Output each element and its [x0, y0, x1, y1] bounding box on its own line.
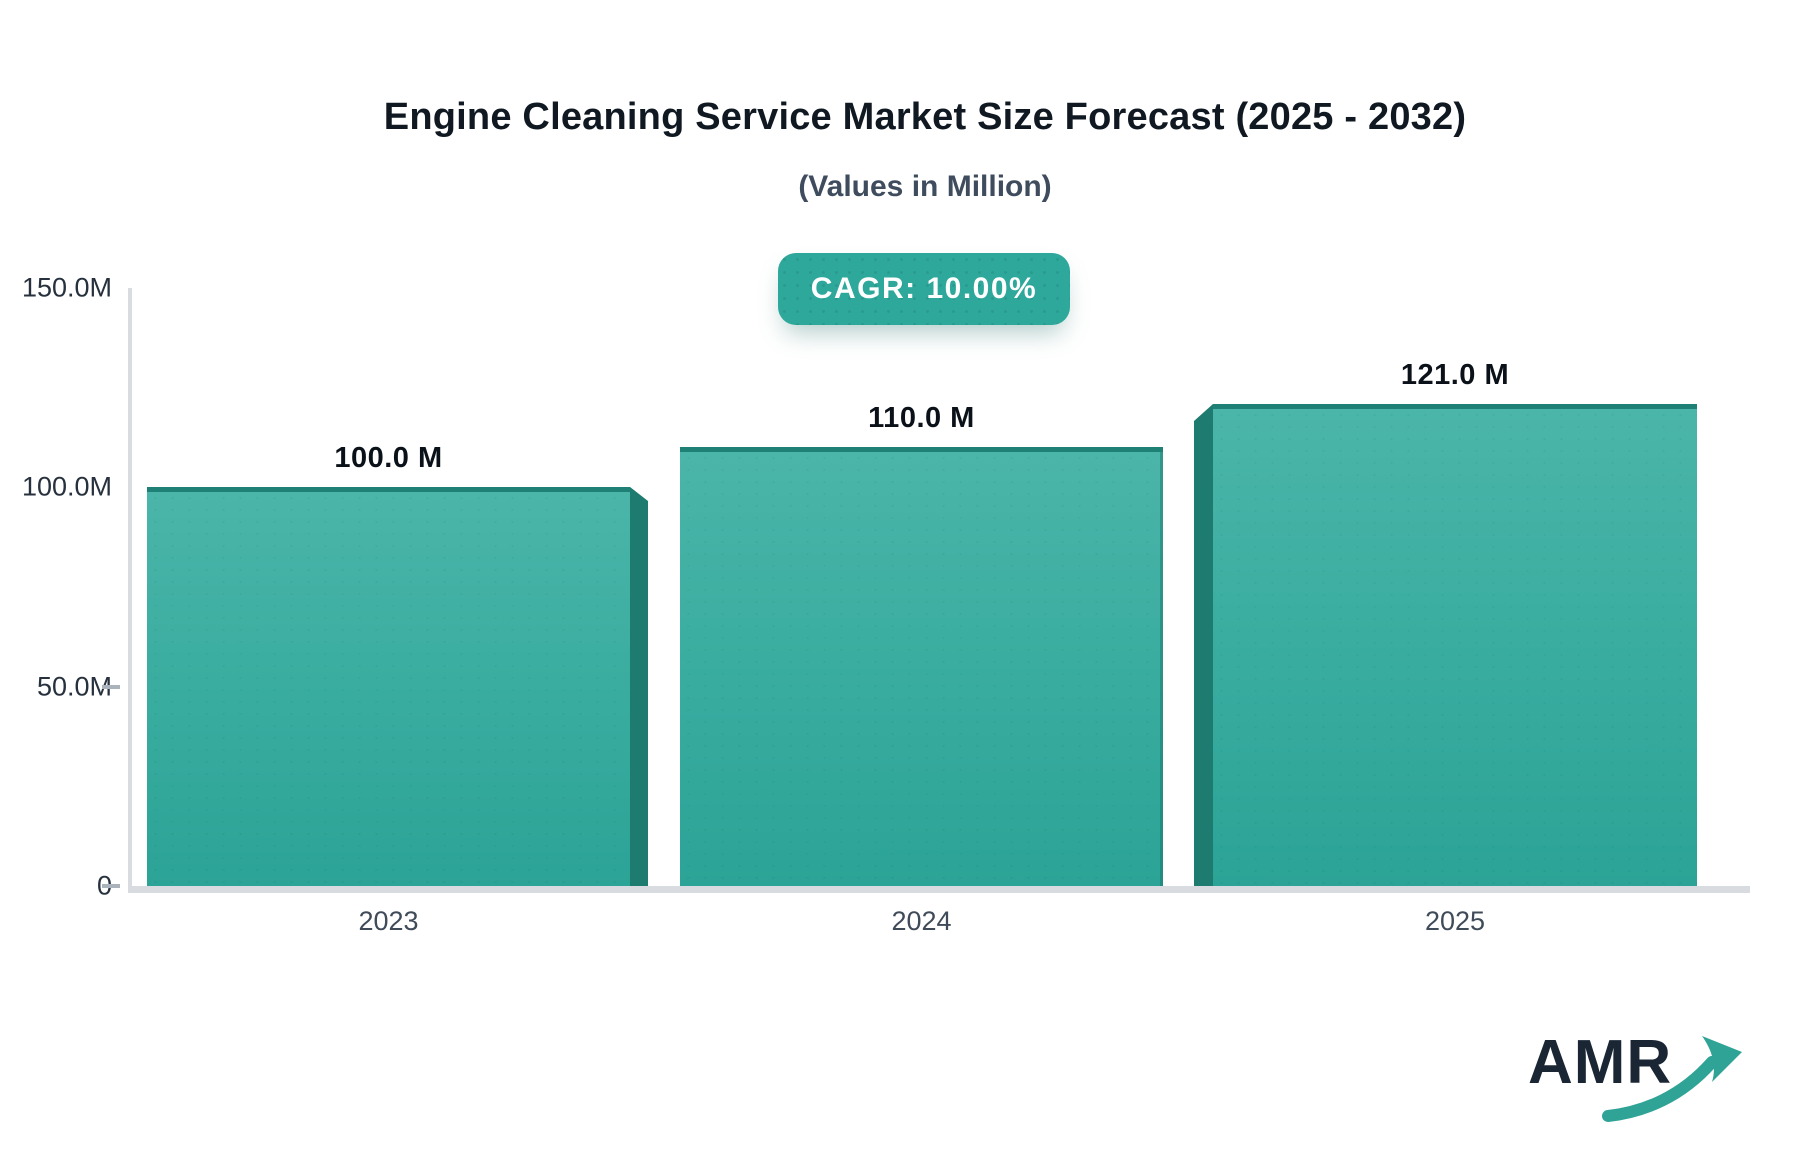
x-axis-label: 2023 [358, 906, 419, 936]
page-title: Engine Cleaning Service Market Size Fore… [383, 96, 1467, 138]
bar-face [1213, 404, 1697, 886]
y-axis-line [128, 288, 132, 893]
bar-3d-side [630, 487, 648, 886]
y-tick-label: 0 [0, 871, 112, 902]
bar-face [680, 447, 1163, 886]
x-axis-label: 2025 [1424, 906, 1486, 936]
y-tick-label: 100.0M [21, 471, 112, 502]
y-tick-mark [102, 884, 120, 888]
y-tick-mark [102, 684, 120, 689]
x-axis-baseline [128, 886, 1750, 893]
bar-2025: 121.0 M [1194, 359, 1697, 886]
chart-subtitle: (Values in Million) [798, 170, 1052, 203]
bar-face [147, 487, 630, 886]
amr-logo: AMR [1528, 1032, 1748, 1132]
bar-value-label: 100.0 M [334, 442, 443, 474]
y-tick-label: 50.0M [36, 671, 112, 702]
amr-logo-text: AMR [1528, 1028, 1673, 1097]
bar-2024: 110.0 M [680, 402, 1163, 886]
bar-value-label: 110.0 M [868, 402, 975, 434]
bar-3d-side [1194, 404, 1213, 886]
bar-2023: 100.0 M [147, 442, 648, 886]
bar-edge-highlight [1160, 452, 1163, 886]
growth-arrow-icon [1602, 1036, 1742, 1122]
bar-value-label: 121.0 M [1400, 359, 1510, 391]
cagr-badge-label: CAGR: 10.00% [810, 272, 1038, 305]
cagr-badge: CAGR: 10.00% [778, 253, 1070, 325]
x-axis-label: 2024 [891, 906, 952, 936]
y-tick-label: 150.0M [21, 272, 112, 303]
